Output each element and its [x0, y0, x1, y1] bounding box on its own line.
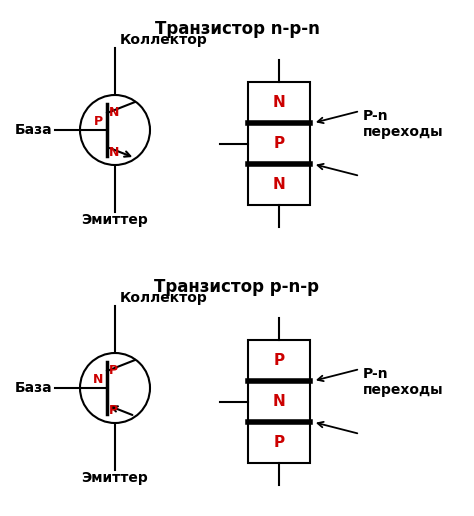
- Text: N: N: [273, 394, 285, 409]
- Text: N: N: [273, 177, 285, 192]
- Text: N: N: [273, 95, 285, 110]
- Text: База: База: [14, 381, 52, 395]
- Text: N: N: [92, 373, 103, 386]
- Bar: [248, 340, 310, 463]
- Text: P-n
переходы: P-n переходы: [363, 367, 444, 397]
- Text: Коллектор: Коллектор: [120, 33, 208, 47]
- Text: P: P: [109, 363, 118, 377]
- Text: N: N: [109, 146, 119, 158]
- Text: Транзистор n-p-n: Транзистор n-p-n: [155, 20, 319, 38]
- Text: P: P: [94, 115, 103, 128]
- Text: P-n
переходы: P-n переходы: [363, 109, 444, 139]
- Text: Коллектор: Коллектор: [120, 291, 208, 305]
- Text: Эмиттер: Эмиттер: [82, 471, 148, 485]
- Text: N: N: [109, 105, 119, 119]
- Text: P: P: [273, 136, 284, 151]
- Text: P: P: [273, 435, 284, 450]
- Text: P: P: [109, 404, 118, 416]
- Text: База: База: [14, 123, 52, 137]
- Text: Эмиттер: Эмиттер: [82, 213, 148, 227]
- Text: P: P: [273, 353, 284, 368]
- Bar: [248, 82, 310, 205]
- Text: Транзистор p-n-p: Транзистор p-n-p: [155, 278, 319, 296]
